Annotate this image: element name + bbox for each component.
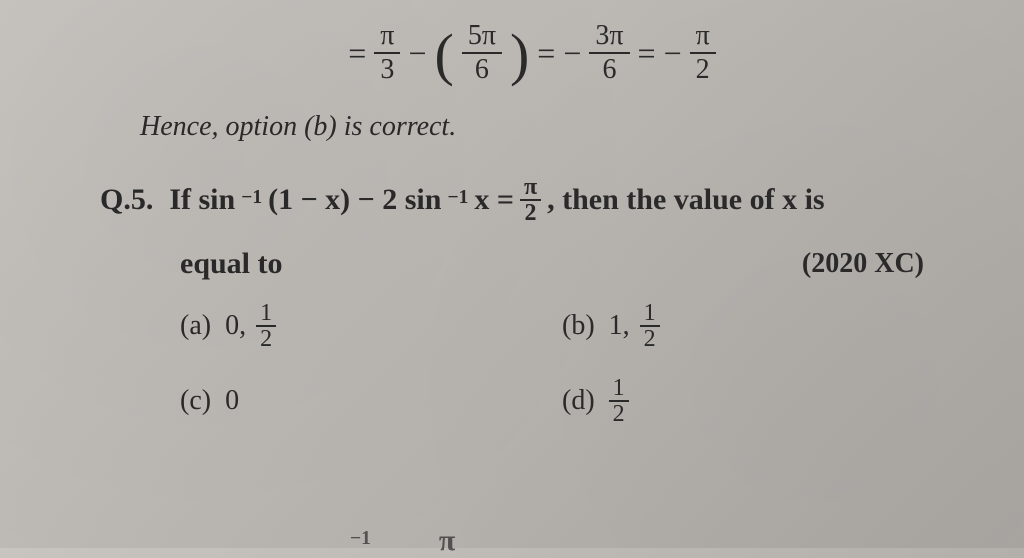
option-b: (b) 1, 1 2 xyxy=(562,301,884,351)
options-grid: (a) 0, 1 2 (b) 1, 1 2 (c) 0 (d) 1 2 xyxy=(180,301,884,426)
denominator: 6 xyxy=(469,54,495,86)
question-line: Q.5. If sin−1 (1 − x) − 2 sin−1 x = π 2 … xyxy=(100,173,964,227)
numerator: π xyxy=(520,175,541,201)
question-label: Q.5. xyxy=(100,173,153,227)
option-c: (c) 0 xyxy=(180,376,502,426)
fraction-pi-2-q: π 2 xyxy=(520,175,541,225)
numerator: 3π xyxy=(589,20,629,54)
option-c-text: 0 xyxy=(225,385,239,417)
question-text-3: x = xyxy=(474,173,514,227)
bottom-sup: −1 xyxy=(350,528,371,550)
fraction-1-2-b: 1 2 xyxy=(640,301,660,351)
negative-1: − xyxy=(563,35,581,72)
equals-2: = xyxy=(537,35,555,72)
denominator: 2 xyxy=(609,402,629,426)
year-tag: (2020 XC) xyxy=(802,248,924,280)
superscript-2: −1 xyxy=(447,180,468,215)
fraction-5pi-6: 5π 6 xyxy=(462,20,502,86)
denominator: 2 xyxy=(690,54,716,86)
denominator: 2 xyxy=(256,327,276,351)
numerator: π xyxy=(374,20,400,54)
numerator: π xyxy=(690,20,716,54)
option-b-prefix: 1, xyxy=(609,310,630,342)
denominator: 3 xyxy=(374,54,400,86)
numerator: 1 xyxy=(256,301,276,327)
question-text-1: If sin xyxy=(169,173,235,227)
option-a-prefix: 0, xyxy=(225,310,246,342)
negative-2: − xyxy=(664,35,682,72)
denominator: 2 xyxy=(640,327,660,351)
bottom-pi: π xyxy=(439,524,455,558)
fraction-pi-3: π 3 xyxy=(374,20,400,86)
superscript-1: −1 xyxy=(241,180,262,215)
option-label-c: (c) xyxy=(180,385,211,417)
question-text-2: (1 − x) − 2 sin xyxy=(268,173,441,227)
option-label-b: (b) xyxy=(562,310,595,342)
fraction-pi-2: π 2 xyxy=(690,20,716,86)
option-label-d: (d) xyxy=(562,385,595,417)
fraction-1-2-d: 1 2 xyxy=(609,376,629,426)
numerator: 1 xyxy=(609,376,629,402)
numerator: 5π xyxy=(462,20,502,54)
equal-to-text: equal to xyxy=(180,247,283,281)
option-d: (d) 1 2 xyxy=(562,376,884,426)
option-a: (a) 0, 1 2 xyxy=(180,301,502,351)
denominator: 2 xyxy=(521,201,541,225)
fraction-1-2-a: 1 2 xyxy=(256,301,276,351)
equal-to-row: equal to (2020 XC) xyxy=(100,247,964,281)
equals-3: = xyxy=(638,35,656,72)
minus: − xyxy=(408,35,426,72)
bottom-cropped-text: −1 π xyxy=(350,524,455,558)
equation-line: = π 3 − ( 5π 6 ) = − 3π 6 = − π 2 xyxy=(100,20,964,86)
option-label-a: (a) xyxy=(180,310,211,342)
equals-1: = xyxy=(348,35,366,72)
numerator: 1 xyxy=(640,301,660,327)
denominator: 6 xyxy=(596,54,622,86)
fraction-3pi-6: 3π 6 xyxy=(589,20,629,86)
question-text-4: , then the value of x is xyxy=(547,173,825,227)
page-content: = π 3 − ( 5π 6 ) = − 3π 6 = − π 2 Hence,… xyxy=(0,0,1024,548)
conclusion-text: Hence, option (b) is correct. xyxy=(140,111,964,143)
